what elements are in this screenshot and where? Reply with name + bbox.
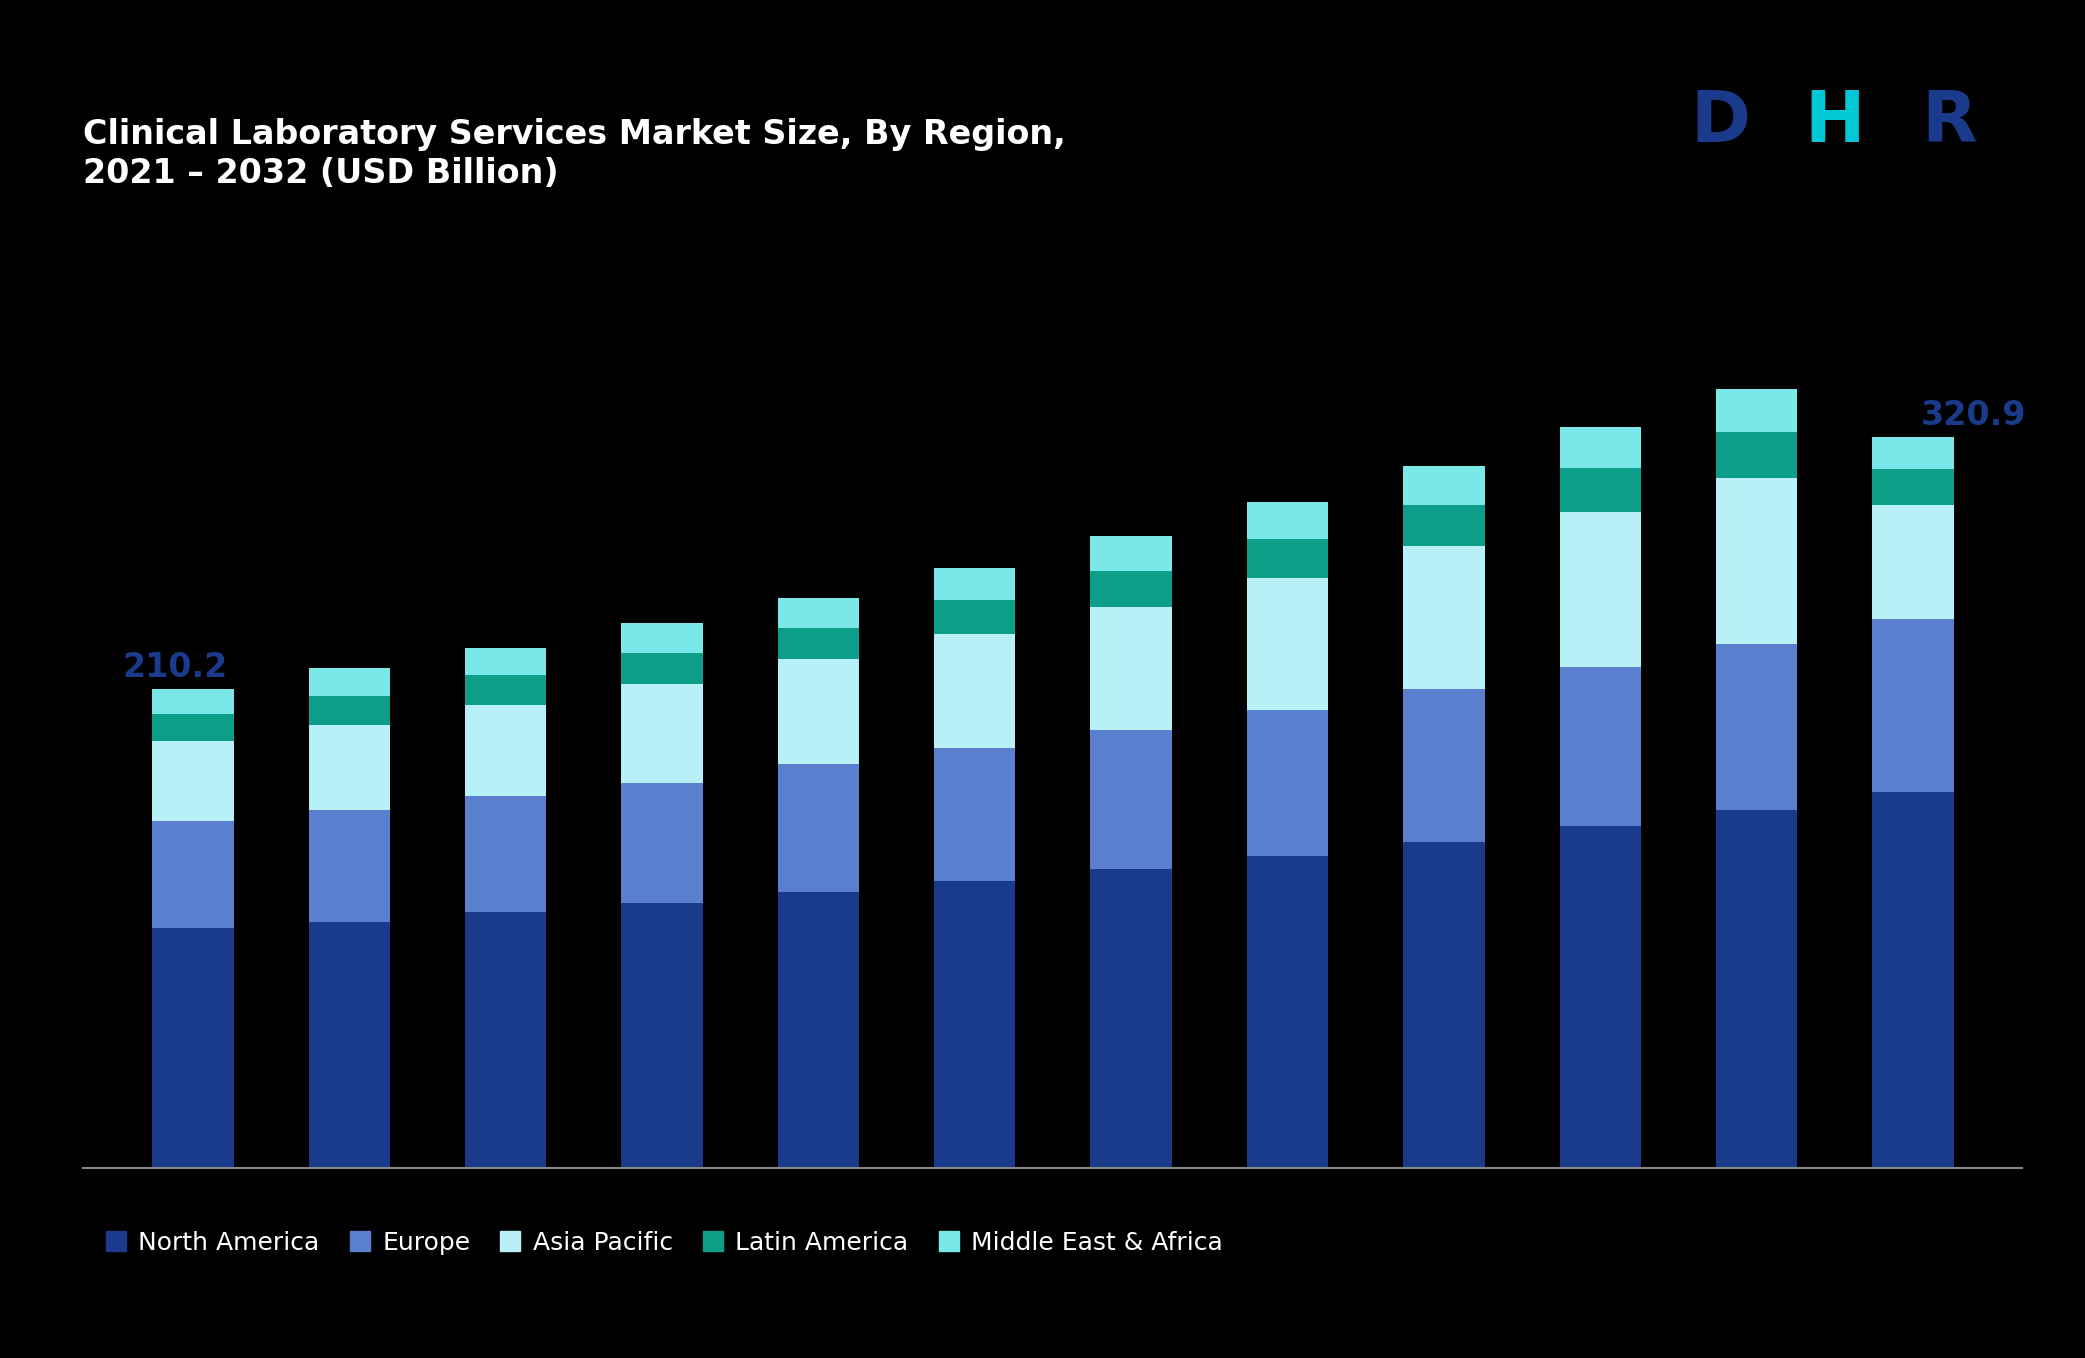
Bar: [1090, 869, 1172, 1168]
Bar: [1090, 607, 1172, 731]
Text: 210.2: 210.2: [123, 652, 227, 684]
Bar: [1560, 469, 1641, 512]
Bar: [1403, 690, 1485, 842]
Bar: [152, 929, 234, 1168]
Bar: [621, 782, 703, 903]
Bar: [621, 623, 703, 653]
Bar: [1247, 710, 1328, 856]
Text: H: H: [1804, 88, 1866, 156]
Text: R: R: [1922, 88, 1977, 156]
Bar: [309, 725, 390, 809]
Bar: [1560, 826, 1641, 1168]
Bar: [934, 600, 1015, 634]
Bar: [1560, 428, 1641, 469]
Bar: [1872, 619, 1954, 792]
Bar: [1872, 437, 1954, 469]
Bar: [152, 822, 234, 929]
Bar: [1247, 502, 1328, 539]
Bar: [152, 714, 234, 741]
Bar: [1716, 388, 1797, 432]
Bar: [152, 741, 234, 822]
Bar: [309, 922, 390, 1168]
Bar: [465, 675, 546, 705]
Bar: [778, 627, 859, 660]
Legend: North America, Europe, Asia Pacific, Latin America, Middle East & Africa: North America, Europe, Asia Pacific, Lat…: [96, 1221, 1232, 1264]
Bar: [1560, 667, 1641, 826]
Bar: [1403, 505, 1485, 546]
Bar: [621, 684, 703, 782]
Bar: [1716, 478, 1797, 644]
Bar: [778, 598, 859, 627]
Bar: [1247, 856, 1328, 1168]
Bar: [1090, 731, 1172, 869]
Bar: [934, 634, 1015, 748]
Bar: [934, 880, 1015, 1168]
Bar: [1247, 539, 1328, 577]
Bar: [465, 648, 546, 675]
Bar: [309, 695, 390, 725]
Bar: [621, 653, 703, 684]
Bar: [1247, 577, 1328, 710]
Text: 320.9: 320.9: [1920, 399, 2027, 432]
Bar: [1403, 546, 1485, 690]
Bar: [1403, 842, 1485, 1168]
Bar: [1090, 536, 1172, 570]
Bar: [309, 809, 390, 922]
Text: D: D: [1691, 88, 1749, 156]
Bar: [465, 796, 546, 913]
Bar: [778, 660, 859, 765]
Bar: [934, 569, 1015, 600]
Bar: [309, 668, 390, 695]
Bar: [465, 705, 546, 796]
Bar: [778, 765, 859, 892]
Bar: [1560, 512, 1641, 667]
Bar: [1872, 505, 1954, 619]
Bar: [1872, 792, 1954, 1168]
Bar: [1716, 432, 1797, 478]
Bar: [1403, 466, 1485, 505]
Bar: [1716, 644, 1797, 811]
Bar: [465, 913, 546, 1168]
Bar: [1872, 469, 1954, 505]
Bar: [778, 892, 859, 1168]
Bar: [1716, 811, 1797, 1168]
Bar: [152, 689, 234, 714]
Bar: [934, 748, 1015, 880]
Text: Clinical Laboratory Services Market Size, By Region,
2021 – 2032 (USD Billion): Clinical Laboratory Services Market Size…: [83, 118, 1065, 190]
Bar: [621, 903, 703, 1168]
Bar: [1090, 570, 1172, 607]
